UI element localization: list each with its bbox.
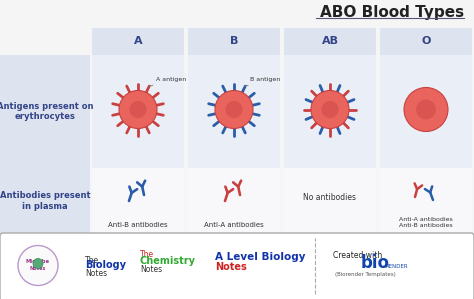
Circle shape <box>119 91 157 129</box>
Bar <box>92 168 184 234</box>
Text: Notes: Notes <box>30 266 46 271</box>
Bar <box>284 55 376 168</box>
Bar <box>0 28 90 55</box>
Circle shape <box>44 250 54 260</box>
Circle shape <box>321 101 338 118</box>
Circle shape <box>129 101 146 118</box>
Bar <box>380 168 472 234</box>
Bar <box>0 55 90 168</box>
Circle shape <box>18 260 28 271</box>
Text: Anti-A antibodies: Anti-A antibodies <box>204 222 264 228</box>
Bar <box>188 168 280 234</box>
Circle shape <box>226 101 243 118</box>
Text: Biology: Biology <box>85 260 126 271</box>
Text: ABO Blood Types: ABO Blood Types <box>320 5 464 20</box>
Circle shape <box>33 275 43 286</box>
Text: A antigen: A antigen <box>149 77 186 87</box>
Circle shape <box>311 91 349 129</box>
Circle shape <box>48 260 58 271</box>
Circle shape <box>44 271 54 281</box>
Text: A Level Biology: A Level Biology <box>215 252 306 263</box>
FancyBboxPatch shape <box>0 233 474 299</box>
Text: RENDER: RENDER <box>386 264 409 269</box>
Bar <box>380 28 472 55</box>
Text: Notes: Notes <box>85 269 107 278</box>
Text: Microbe: Microbe <box>26 259 50 264</box>
Text: bio: bio <box>361 254 390 271</box>
Text: Anti-B antibodies: Anti-B antibodies <box>108 222 168 228</box>
Text: B antigen: B antigen <box>245 77 280 86</box>
Text: O: O <box>421 36 431 47</box>
Text: The: The <box>85 256 99 265</box>
Text: Created with: Created with <box>333 251 383 260</box>
Text: No antibodies: No antibodies <box>303 193 356 202</box>
Circle shape <box>215 91 253 129</box>
Circle shape <box>33 245 43 256</box>
Bar <box>188 28 280 55</box>
Bar <box>284 28 376 55</box>
Text: (Biorender Templates): (Biorender Templates) <box>335 272 395 277</box>
Circle shape <box>416 100 436 119</box>
Bar <box>284 168 376 234</box>
Bar <box>92 55 184 168</box>
Circle shape <box>404 88 448 132</box>
Text: AB: AB <box>321 36 338 47</box>
Text: A: A <box>134 36 142 47</box>
Bar <box>380 55 472 168</box>
Text: Notes: Notes <box>140 265 162 274</box>
Text: B: B <box>230 36 238 47</box>
Text: The: The <box>140 250 154 259</box>
Bar <box>188 55 280 168</box>
Circle shape <box>22 271 32 281</box>
Circle shape <box>22 250 32 260</box>
Text: Antibodies present
in plasma: Antibodies present in plasma <box>0 191 91 211</box>
Bar <box>92 28 184 55</box>
Text: Anti-A antibodies
Anti-B antibodies: Anti-A antibodies Anti-B antibodies <box>399 217 453 228</box>
Circle shape <box>18 245 58 286</box>
Bar <box>0 168 90 234</box>
Circle shape <box>33 259 43 269</box>
Text: Chemistry: Chemistry <box>140 257 196 266</box>
Text: Notes: Notes <box>215 263 247 272</box>
Text: Antigens present on
erythrocytes: Antigens present on erythrocytes <box>0 102 93 121</box>
